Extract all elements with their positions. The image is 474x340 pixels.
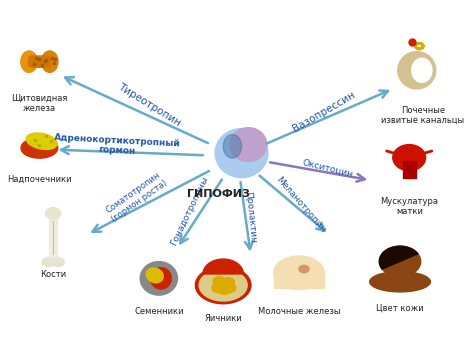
Ellipse shape <box>273 256 324 290</box>
Text: Молочные железы: Молочные железы <box>258 307 340 316</box>
Text: Вазопрессин: Вазопрессин <box>292 90 357 134</box>
Wedge shape <box>379 246 418 269</box>
Ellipse shape <box>215 129 268 177</box>
Ellipse shape <box>370 272 430 292</box>
Circle shape <box>217 280 229 290</box>
Circle shape <box>212 283 224 293</box>
Bar <box>49 213 57 262</box>
Ellipse shape <box>41 51 58 72</box>
Circle shape <box>46 208 61 219</box>
Circle shape <box>379 246 421 277</box>
Circle shape <box>52 258 64 267</box>
Circle shape <box>218 285 231 294</box>
Text: Мускулатура
матки: Мускулатура матки <box>380 197 438 217</box>
Ellipse shape <box>223 134 242 158</box>
Circle shape <box>299 265 309 273</box>
Text: Щитовидная
железа: Щитовидная железа <box>11 94 68 113</box>
Text: Надпочечники: Надпочечники <box>7 175 72 184</box>
Text: Тиреотропин: Тиреотропин <box>117 81 183 128</box>
Circle shape <box>223 283 236 293</box>
Text: Адренокортикотропный
гормон: Адренокортикотропный гормон <box>53 133 181 158</box>
Text: Соматотропин
(гормон роста): Соматотропин (гормон роста) <box>103 170 169 224</box>
Ellipse shape <box>151 268 171 289</box>
Ellipse shape <box>21 138 58 158</box>
Ellipse shape <box>393 144 426 171</box>
Ellipse shape <box>398 52 436 89</box>
Wedge shape <box>203 259 243 274</box>
Text: Цвет кожи: Цвет кожи <box>376 304 424 313</box>
Ellipse shape <box>230 128 267 162</box>
Text: ГИПОФИЗ: ГИПОФИЗ <box>187 189 250 199</box>
FancyBboxPatch shape <box>28 56 50 67</box>
Ellipse shape <box>140 261 177 295</box>
Text: Почечные
извитые канальцы: Почечные извитые канальцы <box>382 106 465 125</box>
Ellipse shape <box>195 267 251 304</box>
Circle shape <box>222 278 235 287</box>
Bar <box>273 271 324 288</box>
Bar <box>403 162 416 178</box>
Text: Семенники: Семенники <box>134 307 183 316</box>
Text: Кости: Кости <box>40 270 66 279</box>
Text: Гонадотропины: Гонадотропины <box>169 175 210 247</box>
Ellipse shape <box>199 269 247 301</box>
Ellipse shape <box>412 58 432 82</box>
Text: Яичники: Яичники <box>204 314 242 323</box>
Text: Пролактин: Пролактин <box>243 191 257 243</box>
Circle shape <box>42 258 55 267</box>
Ellipse shape <box>21 51 37 72</box>
Text: Окситоцин: Окситоцин <box>302 158 355 180</box>
Ellipse shape <box>26 133 57 150</box>
Circle shape <box>213 277 226 286</box>
Ellipse shape <box>146 268 163 283</box>
Text: Меланотропин: Меланотропин <box>274 175 328 234</box>
